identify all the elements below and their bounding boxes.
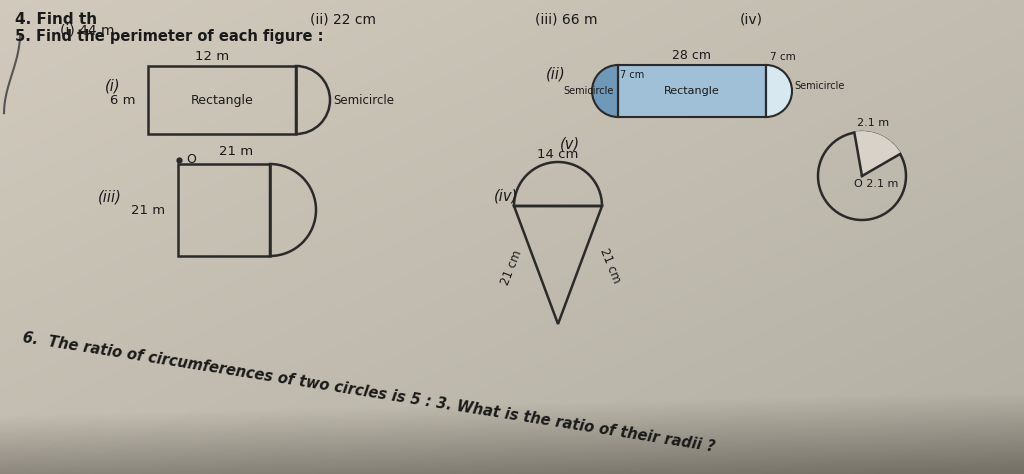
Text: (iv): (iv): [494, 189, 518, 203]
Text: 6.  The ratio of circumferences of two circles is 5 : 3. What is the ratio of th: 6. The ratio of circumferences of two ci…: [22, 330, 717, 454]
Text: 2.1 m: 2.1 m: [857, 118, 889, 128]
Text: (ii) 22 cm: (ii) 22 cm: [310, 12, 376, 26]
Text: 4. Find th: 4. Find th: [15, 11, 97, 27]
Text: Semicircle: Semicircle: [563, 86, 614, 96]
Text: 28 cm: 28 cm: [673, 48, 712, 62]
Text: Semicircle: Semicircle: [794, 81, 845, 91]
Wedge shape: [854, 131, 901, 176]
Text: 7 cm: 7 cm: [620, 70, 644, 80]
Text: 21 m: 21 m: [219, 145, 253, 157]
Text: 6 m: 6 m: [111, 93, 136, 107]
Text: 14 cm: 14 cm: [538, 147, 579, 161]
Text: 21 cm: 21 cm: [499, 248, 525, 287]
Text: 21 m: 21 m: [131, 203, 165, 217]
Wedge shape: [592, 65, 618, 117]
Text: (iii) 66 m: (iii) 66 m: [535, 12, 597, 26]
Text: 12 m: 12 m: [195, 49, 229, 63]
Text: 21 cm: 21 cm: [597, 246, 623, 285]
Text: 7 cm: 7 cm: [770, 52, 796, 62]
Text: (ii): (ii): [546, 66, 565, 82]
Text: (iii): (iii): [98, 190, 122, 204]
Text: O 2.1 m: O 2.1 m: [854, 179, 898, 189]
Bar: [178, 164, 270, 256]
Wedge shape: [766, 65, 792, 117]
Bar: [148, 66, 296, 134]
Text: Rectangle: Rectangle: [190, 93, 253, 107]
Text: (v): (v): [560, 137, 581, 152]
Text: 5. Find the perimeter of each figure :: 5. Find the perimeter of each figure :: [15, 28, 324, 44]
Text: (iv): (iv): [740, 12, 763, 26]
Text: (i) 44 m: (i) 44 m: [60, 23, 115, 37]
Text: (i): (i): [105, 79, 121, 93]
Text: Rectangle: Rectangle: [665, 86, 720, 96]
Text: Semicircle: Semicircle: [333, 93, 394, 107]
Bar: [618, 65, 766, 117]
Text: O: O: [186, 153, 196, 165]
